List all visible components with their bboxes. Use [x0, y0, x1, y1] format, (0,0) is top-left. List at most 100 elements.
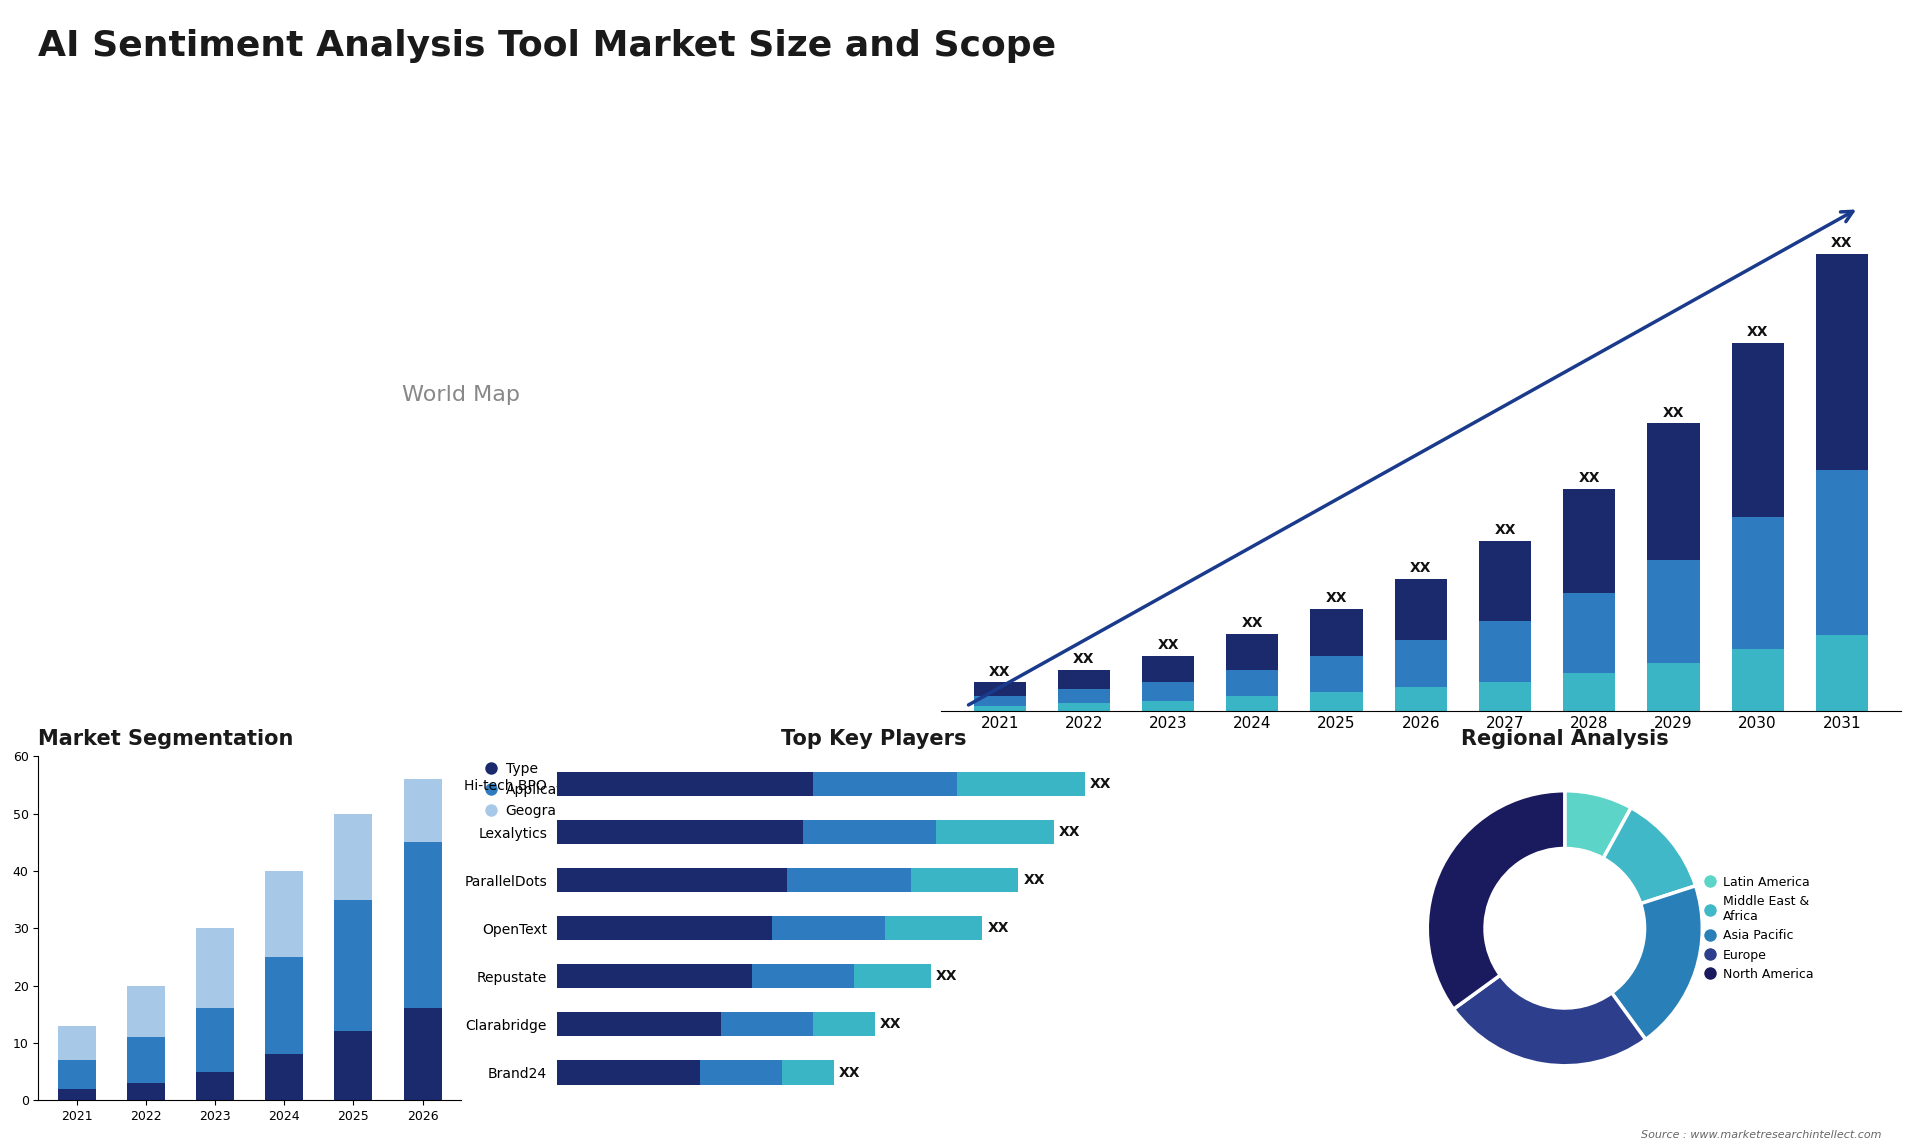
Bar: [772, 917, 885, 940]
Bar: [1478, 541, 1530, 621]
Text: XX: XX: [1832, 236, 1853, 250]
Text: XX: XX: [839, 1066, 860, 1080]
Bar: [1478, 682, 1530, 711]
Bar: [557, 821, 803, 845]
Legend: Latin America, Middle East &
Africa, Asia Pacific, Europe, North America: Latin America, Middle East & Africa, Asi…: [1701, 871, 1818, 986]
Bar: [1227, 634, 1279, 670]
Bar: [334, 814, 372, 900]
Bar: [1647, 560, 1699, 664]
Wedge shape: [1427, 791, 1565, 1010]
Bar: [403, 779, 442, 842]
Bar: [812, 1012, 876, 1036]
Bar: [557, 964, 751, 988]
Text: World Map: World Map: [401, 385, 520, 406]
Bar: [1816, 253, 1868, 470]
Bar: [58, 1026, 96, 1060]
Bar: [1732, 518, 1784, 650]
Text: XX: XX: [879, 1018, 900, 1031]
Bar: [1058, 702, 1110, 711]
Bar: [956, 772, 1085, 796]
Bar: [196, 928, 234, 1008]
Text: XX: XX: [1578, 471, 1599, 486]
Bar: [557, 772, 812, 796]
Bar: [1647, 664, 1699, 711]
Bar: [58, 1060, 96, 1089]
Bar: [265, 957, 303, 1054]
Bar: [196, 1072, 234, 1100]
Wedge shape: [1603, 808, 1695, 903]
Bar: [720, 1012, 812, 1036]
Bar: [1647, 423, 1699, 560]
Bar: [1816, 635, 1868, 711]
Wedge shape: [1611, 886, 1703, 1039]
Bar: [781, 1060, 833, 1084]
Text: XX: XX: [1494, 524, 1515, 537]
Bar: [701, 1060, 781, 1084]
Bar: [854, 964, 931, 988]
Bar: [1058, 670, 1110, 689]
Bar: [973, 706, 1025, 711]
Bar: [803, 821, 937, 845]
Text: XX: XX: [1747, 325, 1768, 339]
Bar: [1142, 682, 1194, 701]
Legend: Type, Application, Geography: Type, Application, Geography: [482, 756, 589, 823]
Bar: [1563, 592, 1615, 673]
Bar: [1394, 579, 1448, 639]
Bar: [334, 1031, 372, 1100]
Bar: [557, 1060, 701, 1084]
Bar: [1311, 609, 1363, 656]
Bar: [557, 869, 787, 893]
Bar: [1311, 656, 1363, 692]
Bar: [265, 871, 303, 957]
Bar: [127, 1083, 165, 1100]
Bar: [910, 869, 1018, 893]
Wedge shape: [1453, 975, 1645, 1066]
Bar: [557, 917, 772, 940]
Bar: [127, 986, 165, 1037]
Text: XX: XX: [1023, 873, 1044, 887]
Wedge shape: [1565, 791, 1632, 858]
Bar: [1394, 639, 1448, 686]
Text: Source : www.marketresearchintellect.com: Source : www.marketresearchintellect.com: [1642, 1130, 1882, 1140]
Bar: [1394, 686, 1448, 711]
Bar: [557, 1012, 720, 1036]
Bar: [127, 1037, 165, 1083]
Bar: [973, 697, 1025, 706]
Bar: [58, 1089, 96, 1100]
Bar: [973, 682, 1025, 697]
Bar: [885, 917, 983, 940]
Text: XX: XX: [1158, 638, 1179, 652]
Text: AI Sentiment Analysis Tool Market Size and Scope: AI Sentiment Analysis Tool Market Size a…: [38, 29, 1056, 63]
Title: Top Key Players: Top Key Players: [781, 729, 966, 749]
Bar: [751, 964, 854, 988]
Bar: [937, 821, 1054, 845]
Bar: [265, 1054, 303, 1100]
Bar: [1478, 621, 1530, 682]
Bar: [1142, 701, 1194, 711]
Bar: [1227, 697, 1279, 711]
Bar: [1058, 689, 1110, 702]
Text: XX: XX: [1242, 617, 1263, 630]
Text: XX: XX: [1663, 406, 1684, 419]
Bar: [403, 1008, 442, 1100]
Text: XX: XX: [1409, 560, 1432, 575]
Text: XX: XX: [937, 970, 958, 983]
Bar: [334, 900, 372, 1031]
Bar: [1816, 470, 1868, 635]
Bar: [1563, 673, 1615, 711]
Text: XX: XX: [987, 921, 1008, 935]
Text: Market Segmentation: Market Segmentation: [38, 729, 294, 749]
Text: XX: XX: [989, 665, 1010, 678]
Bar: [812, 772, 956, 796]
Bar: [787, 869, 910, 893]
Text: XX: XX: [1327, 591, 1348, 605]
Text: XX: XX: [1073, 652, 1094, 666]
Bar: [1732, 344, 1784, 518]
Bar: [1311, 692, 1363, 711]
Bar: [196, 1008, 234, 1072]
Text: XX: XX: [1091, 777, 1112, 791]
Text: XX: XX: [1060, 825, 1081, 839]
Bar: [403, 842, 442, 1008]
Bar: [1142, 656, 1194, 682]
Bar: [1563, 489, 1615, 592]
